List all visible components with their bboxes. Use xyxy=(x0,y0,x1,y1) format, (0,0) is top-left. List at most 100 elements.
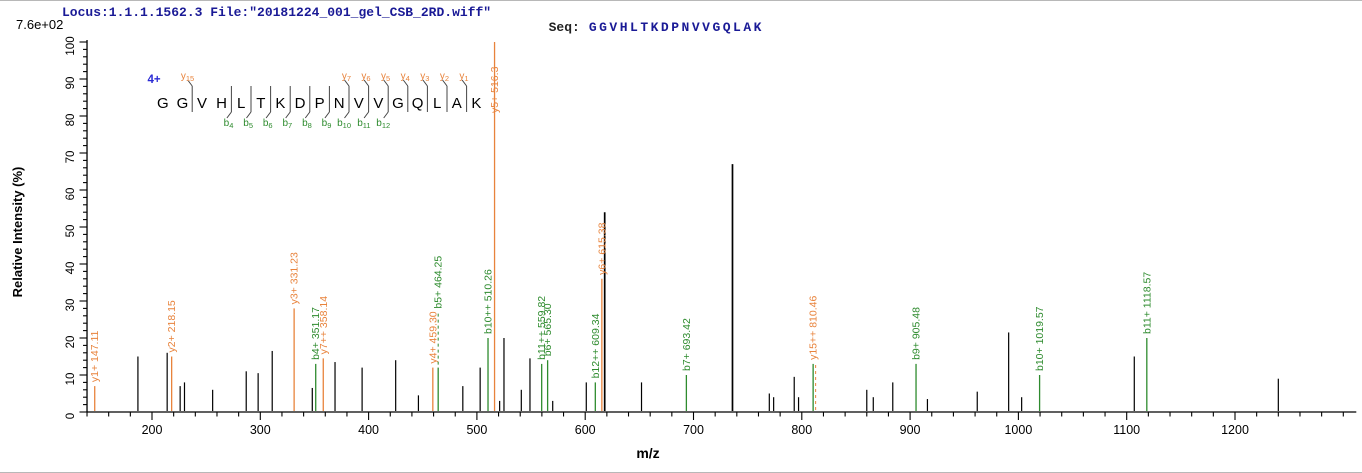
residue-17: K xyxy=(471,95,481,112)
b-ion-marker-label: b11 xyxy=(357,118,370,130)
b-ion-hook xyxy=(285,111,291,119)
residue-12: V xyxy=(373,95,383,112)
x-tick-label: 200 xyxy=(142,423,163,437)
y-ion-marker-label: y2 xyxy=(440,71,449,83)
y-tick-label: 30 xyxy=(65,299,77,312)
x-tick-label: 600 xyxy=(575,423,596,437)
y-tick-label: 10 xyxy=(65,373,77,386)
y-ion-hook xyxy=(402,79,409,87)
b-ion-marker-label: b10 xyxy=(337,118,351,130)
seq-value: GGVHLTKDPNVVGQLAK xyxy=(588,20,764,35)
y-axis-title: Relative Intensity (%) xyxy=(10,167,25,298)
b-ion-hook xyxy=(363,111,370,119)
peak-label: y7++ 358.14 xyxy=(318,296,330,355)
peak-label: y6+ 615.38 xyxy=(596,222,608,274)
peak-label: b12++ 609.34 xyxy=(590,313,602,378)
y-tick-label: 0 xyxy=(65,413,77,419)
residue-7: K xyxy=(275,95,285,112)
intensity-scale-label: 7.6e+02 xyxy=(16,17,64,32)
unlabeled-peaks xyxy=(137,164,1279,411)
y-ion-marker-label: y15 xyxy=(181,71,194,83)
b-ion-marker-label: b5 xyxy=(243,118,253,130)
y-tick-label: 100 xyxy=(65,36,77,55)
y-ion-marker-label: y1 xyxy=(459,71,468,83)
y-tick-label: 70 xyxy=(65,151,77,164)
y-tick-label: 80 xyxy=(65,114,77,127)
peak-label: y2+ 218.15 xyxy=(166,300,178,352)
peak-label: y4+ 459.30 xyxy=(427,311,439,363)
axes: 200 300 400 500 600 700 800 900 1000 1100 1200 0 10 2… xyxy=(10,36,1357,461)
y-tick-label: 20 xyxy=(65,336,77,349)
b-ion-hook xyxy=(383,111,389,119)
peak-label: b9+ 905.48 xyxy=(911,307,923,360)
y-tick-label: 50 xyxy=(65,225,77,238)
b-ion-marker-label: b8 xyxy=(302,118,312,130)
b-ion-marker-label: b4 xyxy=(224,118,234,130)
peak-label: b10++ 510.26 xyxy=(483,269,495,334)
peak-label: y5+ 516.3 xyxy=(489,66,501,113)
b-ion-marker-label: b7 xyxy=(282,118,292,130)
peak-label: b10+ 1019.57 xyxy=(1034,306,1046,371)
seq-caption: Seq: xyxy=(548,20,580,35)
y-ion-marker-label: y5 xyxy=(381,71,390,83)
y-ion-hook xyxy=(422,79,428,87)
x-tick-label: 1100 xyxy=(1113,423,1140,437)
x-tick-label: 400 xyxy=(358,423,379,437)
peak-label: b4+ 351.17 xyxy=(310,307,322,360)
peak-label: b7+ 693.42 xyxy=(681,318,693,371)
y-ion-marker-label: y3 xyxy=(420,71,429,83)
b-ion-hook xyxy=(304,111,311,119)
precursor-charge-label: 4+ xyxy=(147,74,160,86)
residue-14: Q xyxy=(412,95,424,112)
peak-label: y15++ 810.46 xyxy=(808,296,820,360)
locus-file-label: Locus:1.1.1.1562.3 File:"20181224_001_ge… xyxy=(62,5,492,20)
x-tick-label: 500 xyxy=(466,423,487,437)
peak-label: b5+ 464.25 xyxy=(433,256,445,309)
residue-11: V xyxy=(354,95,364,112)
x-tick-label: 700 xyxy=(683,423,704,437)
residue-1: G xyxy=(157,95,169,112)
y-ion-marker-label: y7 xyxy=(342,71,351,83)
y-ion-hook xyxy=(383,79,389,87)
x-tick-label: 900 xyxy=(900,423,921,437)
peak-label: y3+ 331.23 xyxy=(289,252,301,304)
x-tick-label: 800 xyxy=(791,423,812,437)
b-ion-hook xyxy=(344,111,350,119)
peak-label: y1+ 147.11 xyxy=(89,330,101,382)
residue-8: D xyxy=(295,95,306,112)
y-tick-label: 90 xyxy=(65,77,77,90)
x-tick-label: 1200 xyxy=(1221,423,1249,437)
y-tick-label: 60 xyxy=(65,188,77,201)
residue-13: G xyxy=(392,95,404,112)
x-tick-label: 300 xyxy=(250,423,271,437)
peak-label: b11+ 1118.57 xyxy=(1141,272,1153,334)
b-ion-hook xyxy=(246,111,252,119)
b-ion-hook xyxy=(324,111,330,119)
b-ion-hook xyxy=(226,111,232,119)
residue-6: T xyxy=(256,95,265,112)
y-ion-hook xyxy=(442,79,448,87)
b-ion-marker-label: b6 xyxy=(263,118,273,130)
window-top-border xyxy=(0,0,1362,1)
y-ion-hook xyxy=(363,79,370,87)
residue-5: L xyxy=(237,95,245,112)
y-ion-hook xyxy=(187,79,193,87)
residue-2: G xyxy=(177,95,189,112)
residue-4: H xyxy=(216,95,227,112)
labeled-peaks: y1+ 147.11 y2+ 218.15 y3+ 331.23 b4+ 351.17… xyxy=(89,42,1153,411)
y-ion-marker-label: y4 xyxy=(401,71,410,83)
sequence-header: Seq: GGVHLTKDPNVVGQLAK xyxy=(533,5,764,35)
residue-15: L xyxy=(433,95,441,112)
y-ion-hook xyxy=(344,79,350,87)
residue-3: V xyxy=(197,95,207,112)
y-ion-hook xyxy=(461,79,468,87)
y-tick-label: 40 xyxy=(65,262,77,275)
peak-label: b11++ 559.82 xyxy=(536,296,548,360)
residue-16: A xyxy=(452,95,462,112)
residue-9: P xyxy=(315,95,325,112)
b-ion-marker-label: b9 xyxy=(322,118,332,130)
peak-label: b6+ 565.30 xyxy=(542,303,554,356)
